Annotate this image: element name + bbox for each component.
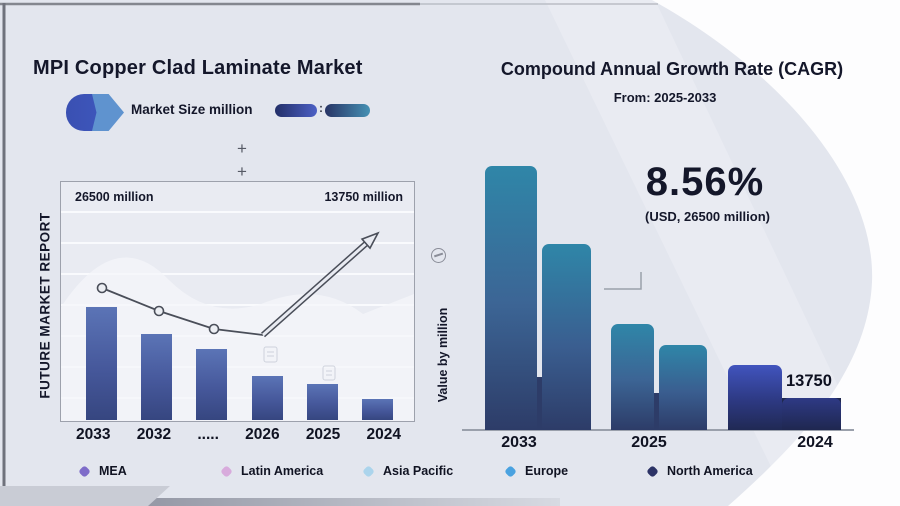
cagr-value: 8.56%: [645, 160, 765, 204]
legend-diamond-icon: [504, 464, 517, 478]
legend-diamond-icon: [362, 464, 375, 478]
series-label: Market Size million: [131, 102, 253, 117]
ratio-pill-right: [325, 104, 370, 117]
plus-icon: +: [237, 139, 247, 158]
region-legend: MEA Latin America Asia Pacific Europe North …: [78, 464, 790, 478]
left-chart-bar: [251, 376, 283, 420]
cylinder-cap: [92, 94, 124, 131]
legend-diamond-icon: [646, 464, 659, 478]
legend-item: Europe: [504, 464, 648, 478]
cagr-title: Compound Annual Growth Rate (CAGR): [500, 59, 844, 79]
right-chart-x-label: 2025: [631, 434, 667, 451]
left-chart-bar: [141, 334, 173, 420]
right-chart-bar-group: [611, 324, 707, 430]
cylinder-series-icon: [66, 94, 124, 131]
value-label-2033: 26500 million: [75, 190, 154, 204]
legend-item: MEA: [78, 464, 222, 478]
legend-label: North America: [667, 464, 753, 478]
cagr-subtitle: From: 2025-2033: [613, 90, 717, 105]
left-chart-x-axis: 2033 2032..... 2026 2025 2024: [60, 426, 415, 444]
legend-item: Latin America: [220, 464, 364, 478]
left-chart-x-label: 2026: [245, 426, 280, 443]
plus-icon: +: [237, 162, 247, 181]
ratio-colon: :: [319, 101, 323, 115]
ratio-pill-left: [275, 104, 317, 117]
left-chart-bar: [306, 384, 338, 420]
legend-diamond-icon: [220, 464, 233, 478]
legend-label: Latin America: [241, 464, 324, 478]
corner-step-decoration: [604, 272, 642, 290]
left-chart-x-label: 2033: [76, 426, 111, 443]
white-swoosh: [652, 0, 900, 506]
left-chart-x-label: 2024: [366, 426, 401, 443]
left-chart-bar: [196, 349, 228, 420]
bottom-left-silver-band: [0, 486, 170, 506]
legend-item: Asia Pacific: [362, 464, 506, 478]
right-chart-bar: [485, 166, 537, 430]
left-chart-bar: [361, 399, 393, 420]
right-chart-bar: [611, 324, 654, 430]
right-chart-bar: [728, 365, 782, 430]
right-chart-bar: [542, 244, 591, 430]
right-chart-bar: [782, 398, 841, 430]
left-chart-x-label: 2032: [136, 426, 172, 443]
cagr-basis: (USD, 26500 million): [645, 209, 770, 224]
legend-label: Asia Pacific: [383, 464, 454, 478]
legend-label: MEA: [99, 464, 127, 478]
legend-item: North America: [646, 464, 790, 478]
right-chart-x-label: 2024: [797, 434, 833, 451]
value-callout-13750: 13750: [786, 372, 832, 390]
legend-diamond-icon: [78, 464, 91, 478]
left-chart-bar: [86, 307, 117, 420]
minus-circle-icon: [431, 248, 446, 263]
legend-label: Europe: [525, 464, 569, 478]
left-chart-bars: [61, 182, 414, 420]
right-vertical-axis-label: Value by million: [436, 307, 450, 403]
right-chart-bar: [659, 345, 707, 430]
right-chart-bar-group: [485, 166, 591, 430]
bottom-strip: [0, 498, 560, 506]
left-chart-x-label: .....: [197, 426, 219, 443]
right-chart-baseline: [462, 429, 854, 431]
left-chart-title: MPI Copper Clad Laminate Market: [33, 57, 363, 79]
value-label-2024: 13750 million: [324, 190, 403, 204]
right-chart-bar-group: [728, 365, 841, 430]
right-chart-x-label: 2033: [501, 434, 537, 451]
left-chart-plot-area: 26500 million 13750 million: [60, 181, 415, 422]
left-vertical-axis-label: FUTURE MARKET REPORT: [37, 212, 53, 399]
left-chart-x-label: 2025: [305, 426, 341, 443]
light-band: [545, 0, 895, 506]
